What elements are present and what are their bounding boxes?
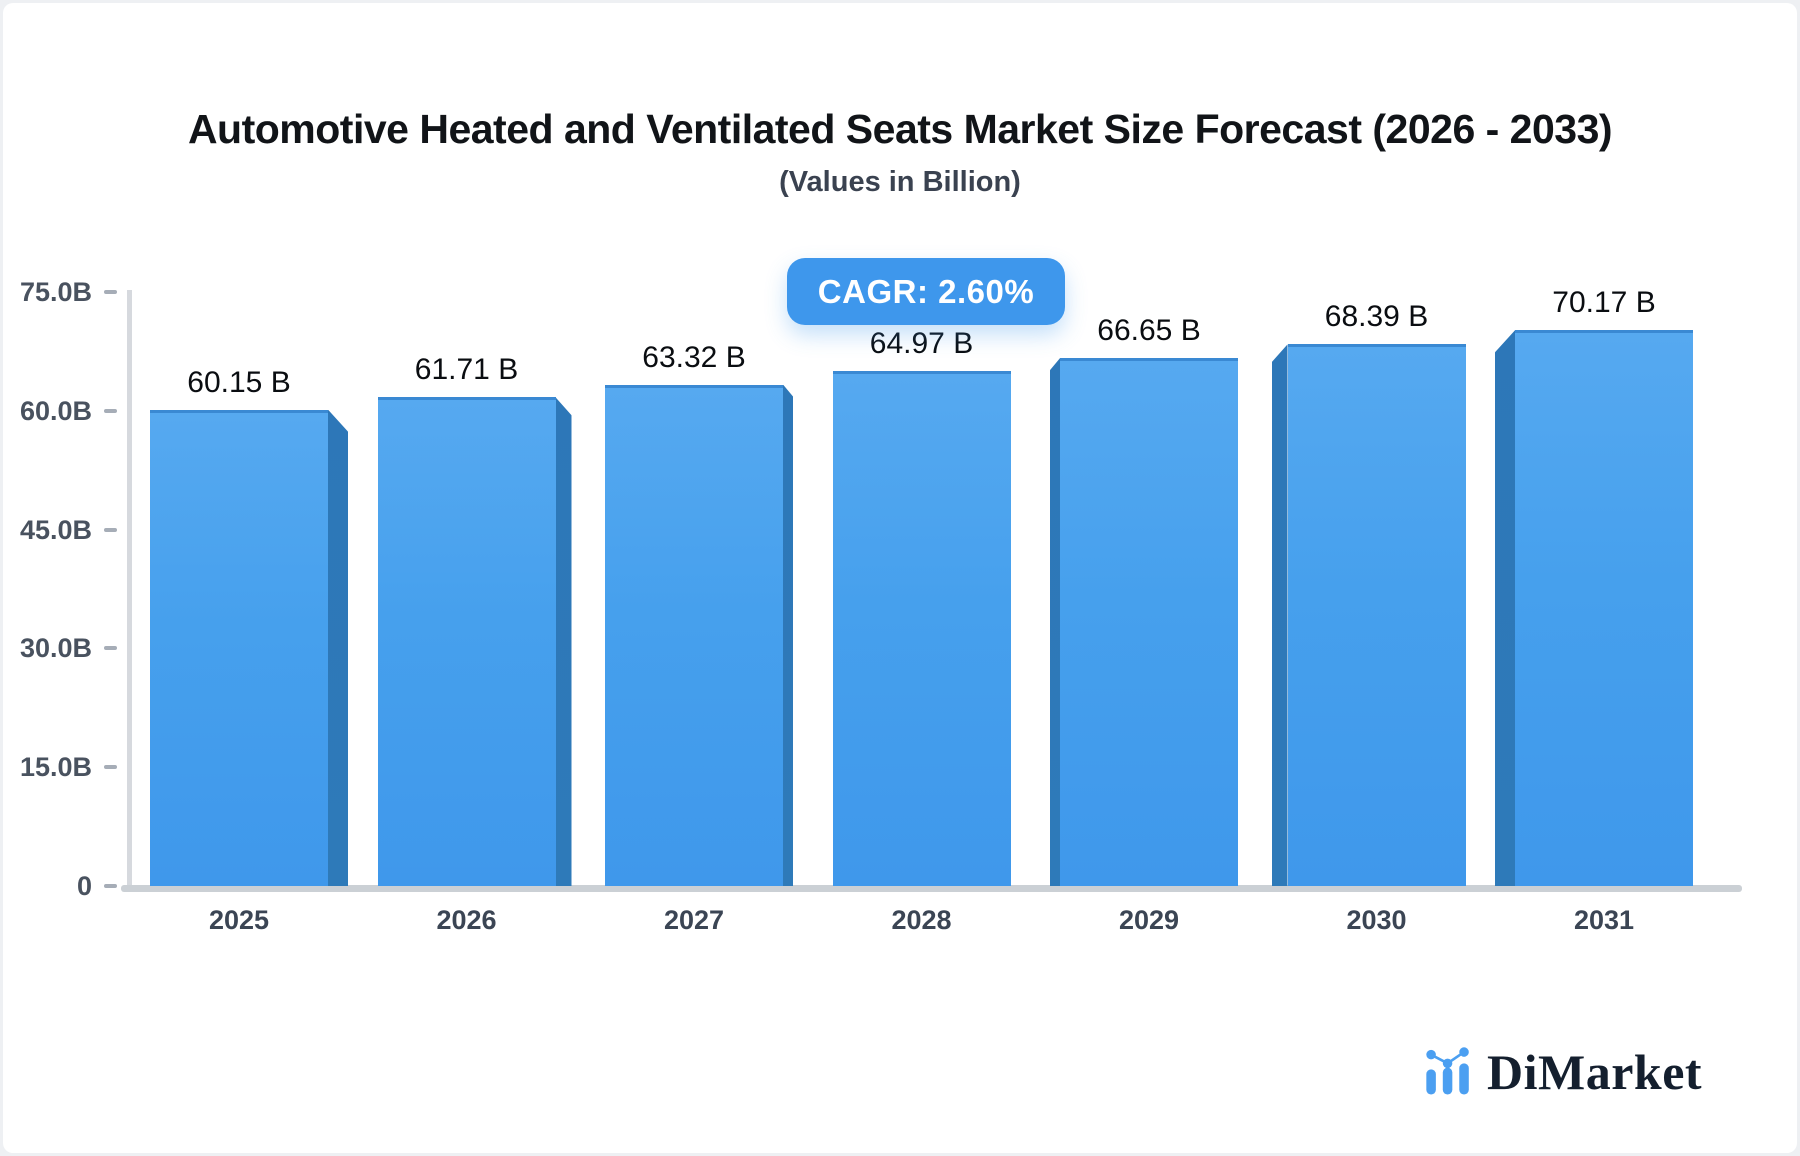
bar-value-label: 60.15 B <box>187 365 291 399</box>
y-axis-tick-mark <box>104 765 117 770</box>
y-axis-tick-label: 15.0B <box>19 752 92 783</box>
bar-face <box>1287 344 1466 886</box>
bar-3d-side <box>1495 330 1515 886</box>
y-axis-tick-label: 60.0B <box>19 395 92 426</box>
bar-2030[interactable] <box>1271 344 1466 886</box>
bar-face <box>377 397 556 886</box>
page-subtitle: (Values in Billion) <box>779 166 1021 198</box>
bar-3d-side <box>783 384 793 886</box>
bar-2028[interactable] <box>832 371 1011 886</box>
y-axis-tick-label: 30.0B <box>19 633 92 664</box>
bar-3d-side <box>555 397 572 886</box>
cagr-badge-label: CAGR: 2.60% <box>817 272 1035 310</box>
bar-2026[interactable] <box>377 397 572 886</box>
x-axis-label: 2027 <box>663 905 725 935</box>
y-axis-tick-label: 0 <box>76 871 92 901</box>
bar-3d-side <box>328 409 348 886</box>
y-axis-tick-label: 75.0B <box>19 277 92 307</box>
bar-value-label: 70.17 B <box>1552 286 1656 320</box>
bar-2025[interactable] <box>150 409 348 886</box>
x-axis-label: 2028 <box>891 905 952 935</box>
y-axis-tick-mark <box>104 646 117 651</box>
bar-2029[interactable] <box>1050 358 1238 886</box>
bar-face <box>832 371 1011 886</box>
bar-face <box>150 409 328 886</box>
y-axis-tick-mark <box>104 290 117 294</box>
bar-3d-side <box>1050 358 1060 886</box>
x-axis-label: 2029 <box>1118 905 1180 935</box>
bar-face <box>1060 358 1238 886</box>
cagr-badge: CAGR: 2.60% <box>787 258 1065 325</box>
dimarket-logo: DiMarket <box>1422 1040 1702 1104</box>
y-axis-tick-mark <box>104 884 117 888</box>
y-axis-tick-mark <box>104 408 117 413</box>
logo-text: DiMarket <box>1487 1044 1703 1100</box>
bar-value-label: 68.39 B <box>1324 300 1429 334</box>
bar-2027[interactable] <box>605 384 793 886</box>
bar-face <box>605 384 783 886</box>
bar-2031[interactable] <box>1495 330 1693 886</box>
bar-chart-logo-icon <box>1426 1047 1469 1095</box>
y-axis-tick-label: 45.0B <box>19 514 92 545</box>
bar-value-label: 63.32 B <box>642 340 746 374</box>
bar-value-label: 66.65 B <box>1097 314 1201 348</box>
x-axis-line <box>121 885 1742 892</box>
bar-value-label: 61.71 B <box>414 353 519 387</box>
x-axis-label: 2026 <box>436 905 497 935</box>
y-axis-tick-mark <box>104 527 117 532</box>
bar-value-label: 64.97 B <box>869 327 974 361</box>
x-axis-label: 2031 <box>1573 905 1635 935</box>
x-axis-label: 2025 <box>208 905 270 935</box>
bar-3d-side <box>1271 344 1288 886</box>
bar-face <box>1515 330 1693 886</box>
x-axis-label: 2030 <box>1346 905 1407 935</box>
page-title: Automotive Heated and Ventilated Seats M… <box>187 106 1613 152</box>
y-axis-line <box>127 290 132 892</box>
